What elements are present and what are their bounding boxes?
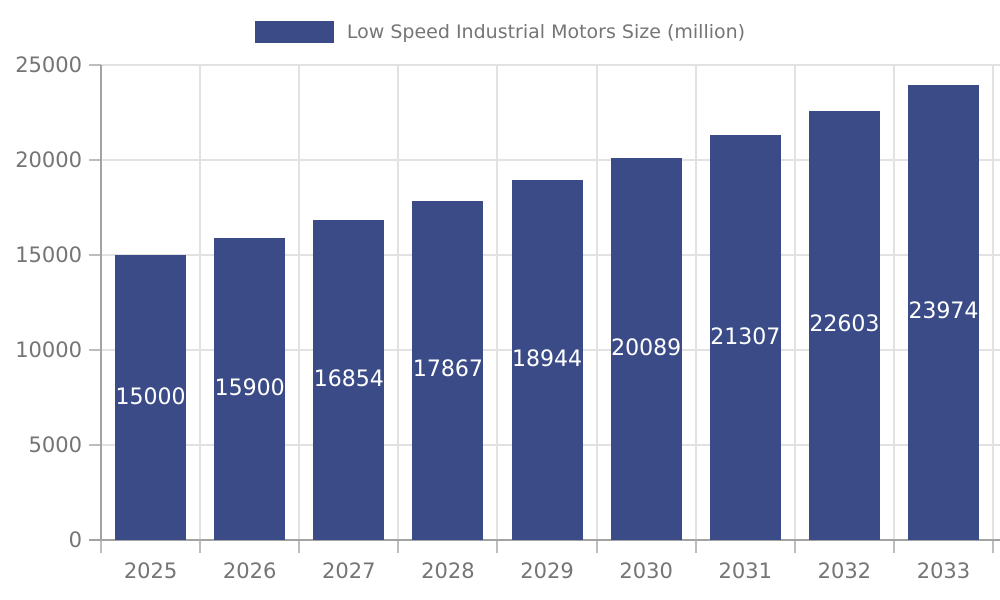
- y-tick-label: 25000: [15, 53, 82, 77]
- y-tick-label: 5000: [28, 433, 82, 457]
- bar: [511, 180, 583, 540]
- bar: [313, 219, 385, 540]
- plot-area: 0 5000 10000 15000 20000 25000 15000 2025 15900 2…: [15, 53, 1000, 583]
- bar-value-label: 23974: [908, 299, 979, 325]
- x-gridline: [694, 65, 697, 540]
- bar: [214, 237, 286, 540]
- y-tick: [89, 159, 101, 161]
- x-tick: [298, 540, 301, 553]
- y-tick: [89, 254, 101, 256]
- y-gridline: [101, 159, 1000, 161]
- x-tick-label: 2026: [222, 559, 277, 583]
- x-tick: [694, 540, 697, 553]
- bar-value-label: 21307: [710, 324, 781, 350]
- y-tick-label: 15000: [15, 243, 82, 267]
- y-tick: [89, 444, 101, 446]
- x-tick: [892, 540, 895, 553]
- y-tick-label: 0: [68, 528, 82, 552]
- x-gridline: [397, 65, 400, 540]
- bar: [412, 200, 484, 540]
- bar-value-label: 15000: [115, 384, 186, 410]
- x-tick-label: 2027: [322, 559, 376, 583]
- x-tick-label: 2029: [520, 559, 574, 583]
- x-gridline: [595, 65, 598, 540]
- x-tick: [496, 540, 499, 553]
- y-tick-label: 10000: [15, 338, 82, 362]
- x-gridline: [992, 65, 994, 540]
- bar-value-label: 20089: [611, 336, 682, 362]
- bar: [610, 158, 682, 540]
- x-gridline: [496, 65, 499, 540]
- bar-value-label: 17867: [412, 357, 483, 383]
- x-tick: [199, 540, 202, 553]
- y-gridline: [101, 64, 1000, 66]
- x-tick: [397, 540, 400, 553]
- x-axis-line: [89, 539, 1000, 541]
- legend: Low Speed Industrial Motors Size (millio…: [0, 19, 1000, 45]
- bar-value-label: 18944: [512, 347, 582, 373]
- bar-value-label: 16854: [313, 366, 384, 392]
- x-tick: [793, 540, 796, 553]
- legend-swatch: [254, 21, 334, 43]
- x-gridline: [298, 65, 301, 540]
- x-tick-label: 2025: [123, 559, 178, 583]
- x-gridline: [892, 65, 895, 540]
- x-gridline: [199, 65, 202, 540]
- bar-value-label: 15900: [214, 375, 285, 401]
- x-tick-label: 2032: [817, 559, 872, 583]
- y-tick-label: 20000: [15, 148, 82, 172]
- x-tick: [100, 540, 102, 553]
- bar: [808, 110, 880, 540]
- x-tick-label: 2031: [718, 559, 772, 583]
- y-tick: [89, 64, 101, 66]
- y-tick: [89, 349, 101, 351]
- y-axis-line: [100, 65, 102, 540]
- x-tick-label: 2030: [619, 559, 673, 583]
- bar: [115, 255, 187, 540]
- x-tick-label: 2028: [421, 559, 475, 583]
- legend-label: Low Speed Industrial Motors Size (millio…: [346, 21, 746, 43]
- x-tick-label: 2033: [916, 559, 971, 583]
- x-gridline: [793, 65, 796, 540]
- x-tick: [595, 540, 598, 553]
- bar: [907, 84, 979, 540]
- bar-value-label: 22603: [809, 312, 880, 338]
- x-tick: [992, 540, 994, 553]
- bar: [709, 135, 781, 540]
